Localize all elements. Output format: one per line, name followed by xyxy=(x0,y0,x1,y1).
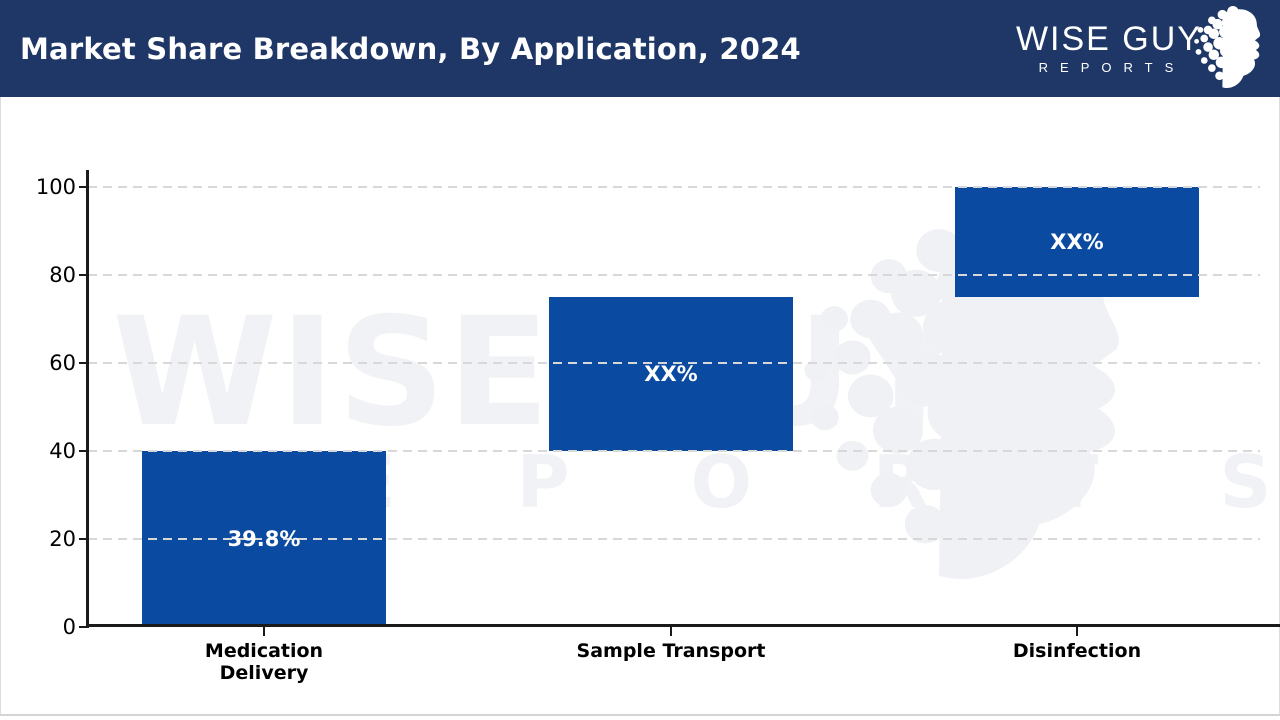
x-category-label-line: Delivery xyxy=(219,662,309,684)
logo-wordmark-line1: WISE GUY xyxy=(1015,20,1202,58)
y-axis-line xyxy=(86,170,89,628)
bar-3 xyxy=(955,187,1199,297)
logo-head-dots xyxy=(1194,5,1249,80)
x-category-label-3: Disinfection xyxy=(927,640,1227,662)
x-axis-line xyxy=(86,624,1280,627)
y-tick-mark-20 xyxy=(79,538,88,540)
y-tick-mark-0 xyxy=(79,626,88,628)
y-tick-label-40: 40 xyxy=(49,439,76,463)
x-category-label-2: Sample Transport xyxy=(521,640,821,662)
gridline-60 xyxy=(88,362,1260,364)
logo-wordmark: WISE GUY REPORTS xyxy=(1016,22,1202,75)
x-tick-mark-1 xyxy=(263,627,265,636)
bar-2 xyxy=(549,297,793,451)
y-tick-label-60: 60 xyxy=(49,351,76,375)
gridline-20 xyxy=(88,538,1260,540)
brand-logo: WISE GUY REPORTS xyxy=(1016,5,1280,92)
dotted-head-icon xyxy=(1194,5,1261,88)
y-tick-mark-80 xyxy=(79,274,88,276)
y-tick-label-0: 0 xyxy=(62,615,76,639)
bar-value-label-3: XX% xyxy=(1050,230,1104,254)
gridline-100 xyxy=(88,186,1260,188)
header: Market Share Breakdown, By Application, … xyxy=(0,0,1280,97)
gridline-80 xyxy=(88,274,1260,276)
x-tick-mark-3 xyxy=(1076,627,1078,636)
x-category-label-1: Medication Delivery xyxy=(114,640,414,684)
y-tick-mark-100 xyxy=(79,186,88,188)
y-tick-mark-60 xyxy=(79,362,88,364)
y-tick-label-80: 80 xyxy=(49,263,76,287)
x-category-label-line: Disinfection xyxy=(1012,640,1142,662)
page-title: Market Share Breakdown, By Application, … xyxy=(20,31,801,66)
bar-value-label-1: 39.8% xyxy=(227,527,301,551)
x-category-label-line: Sample Transport xyxy=(576,640,766,662)
y-tick-label-20: 20 xyxy=(49,527,76,551)
x-tick-mark-2 xyxy=(670,627,672,636)
x-category-label-line: Medication xyxy=(204,640,324,662)
gridline-40 xyxy=(88,450,1260,452)
y-tick-label-100: 100 xyxy=(35,175,76,199)
logo-wordmark-line2: REPORTS xyxy=(1038,60,1186,75)
bar-value-label-2: XX% xyxy=(644,362,698,386)
bottom-hairline xyxy=(0,714,1280,716)
y-tick-mark-40 xyxy=(79,450,88,452)
watermark-dotted-head-icon xyxy=(804,212,1119,579)
